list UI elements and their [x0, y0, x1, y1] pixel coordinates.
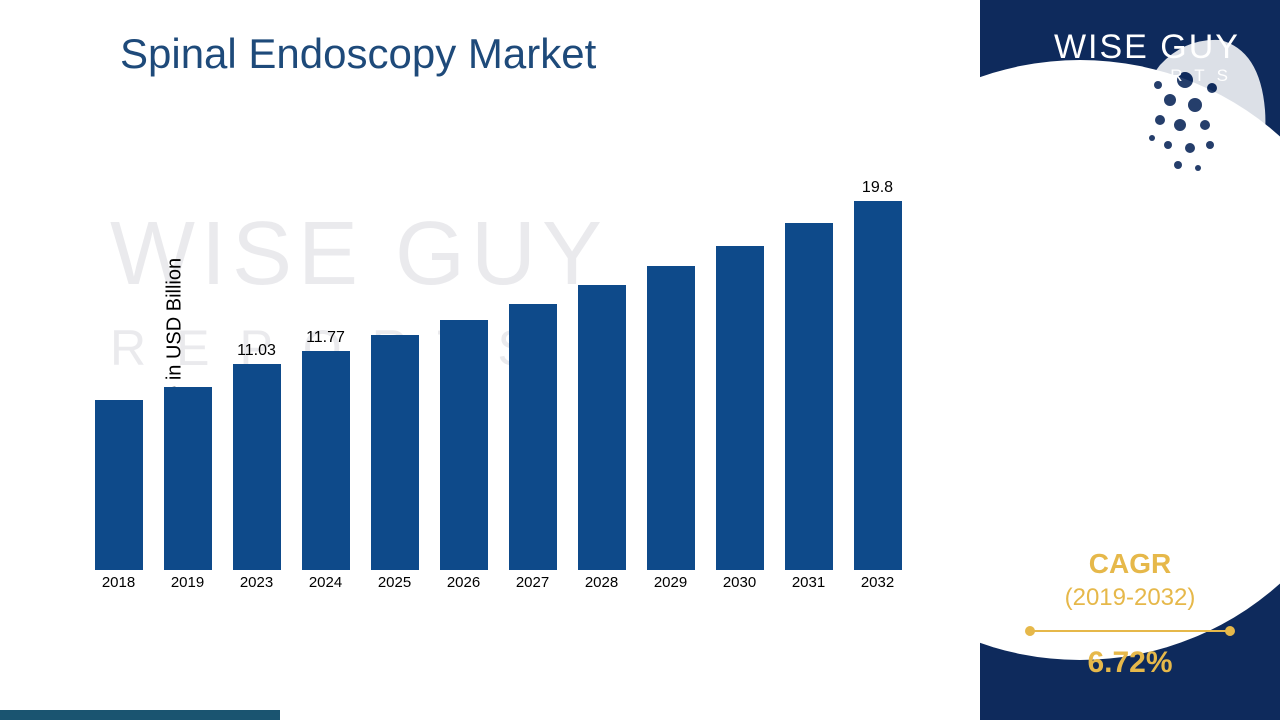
bar-wrap	[93, 400, 144, 570]
x-tick-label: 2025	[369, 574, 420, 591]
bar-value-label: 11.03	[237, 342, 276, 360]
x-tick-label: 2023	[231, 574, 282, 591]
x-tick-label: 2027	[507, 574, 558, 591]
chart-title: Spinal Endoscopy Market	[120, 30, 596, 78]
bars-container: 11.03 11.77 19.8	[93, 160, 903, 570]
bar-value-label: 11.77	[306, 329, 345, 347]
bar	[302, 351, 350, 570]
bar-wrap	[714, 246, 765, 570]
bar	[578, 285, 626, 570]
cagr-title: CAGR	[1020, 546, 1240, 582]
cagr-period: (2019-2032)	[1020, 584, 1240, 612]
x-tick-label: 2030	[714, 574, 765, 591]
bar-wrap	[576, 285, 627, 570]
bar-wrap	[507, 304, 558, 571]
bar	[95, 400, 143, 570]
x-labels: 2018 2019 2023 2024 2025 2026 2027 2028 2029 2030…	[93, 574, 903, 591]
bar-wrap	[162, 387, 213, 570]
cagr-value: 6.72%	[1020, 646, 1240, 680]
bar	[164, 387, 212, 570]
cagr-block: CAGR (2019-2032) 6.72%	[1020, 546, 1240, 680]
bar-value-label: 19.8	[862, 179, 893, 197]
x-tick-label: 2031	[783, 574, 834, 591]
bar	[233, 364, 281, 570]
bottom-stripe	[0, 710, 280, 720]
chart-area: Market Value in USD Billion 11.0311.7719…	[75, 160, 905, 600]
x-tick-label: 2026	[438, 574, 489, 591]
bar-wrap	[369, 335, 420, 570]
logo-sub: REPORTS	[1054, 66, 1240, 86]
x-tick-label: 2032	[852, 574, 903, 591]
cagr-divider	[1030, 630, 1230, 632]
x-tick-label: 2019	[162, 574, 213, 591]
bar-wrap	[645, 266, 696, 570]
bar	[371, 335, 419, 570]
bar	[716, 246, 764, 570]
x-tick-label: 2029	[645, 574, 696, 591]
bar	[509, 304, 557, 571]
bar	[647, 266, 695, 570]
x-tick-label: 2024	[300, 574, 351, 591]
bar	[854, 201, 902, 570]
bar	[440, 320, 488, 570]
x-tick-label: 2018	[93, 574, 144, 591]
bar-wrap	[438, 320, 489, 570]
logo-main: WISE GUY	[1054, 30, 1240, 64]
bar-wrap	[783, 223, 834, 570]
bar-wrap: 11.03	[231, 364, 282, 570]
bar	[785, 223, 833, 570]
x-tick-label: 2028	[576, 574, 627, 591]
logo: WISE GUY REPORTS	[1054, 30, 1240, 86]
bar-wrap: 11.77	[300, 351, 351, 570]
bar-wrap: 19.8	[852, 201, 903, 570]
